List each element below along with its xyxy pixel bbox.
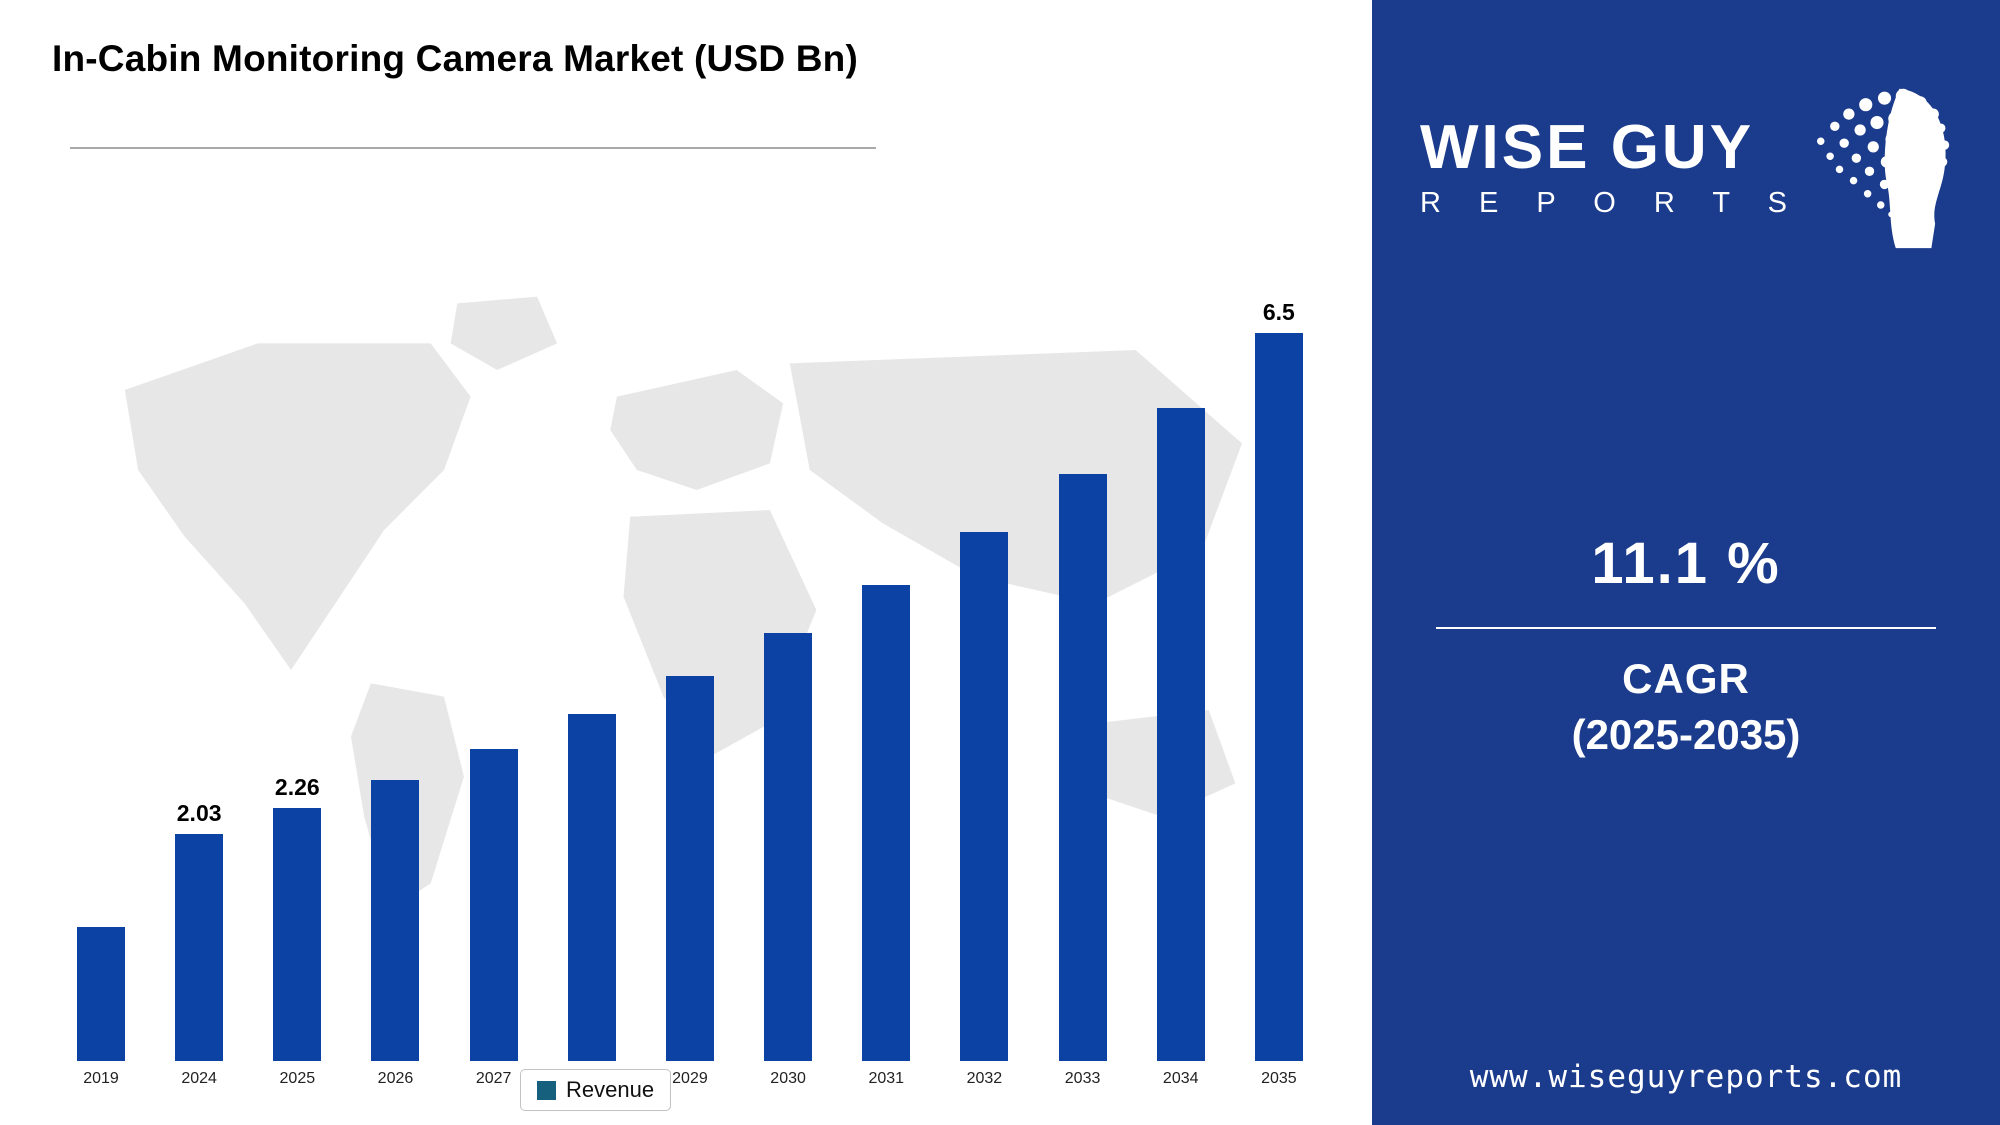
bar-column: 2027 [468, 295, 520, 1090]
x-axis-label: 2027 [475, 1070, 512, 1087]
revenue-bar [1058, 474, 1107, 1061]
revenue-bar [665, 676, 714, 1061]
legend: Revenue [520, 1069, 672, 1111]
bar-column: 2.03 2024 [173, 295, 225, 1090]
title-divider [70, 147, 876, 149]
revenue-bar [862, 585, 911, 1061]
bar-column: 2030 [762, 295, 814, 1090]
logo-line1: WISE GUY [1420, 113, 1755, 183]
bar-value-label: 6.5 [1262, 299, 1295, 325]
x-axis-label: 2025 [279, 1070, 316, 1087]
bar-chart: 2019 2.03 2024 2.26 2025 2026 2027 2028 2029 2030… [75, 295, 1305, 1090]
revenue-bar [273, 808, 322, 1061]
legend-label: Revenue [566, 1077, 655, 1102]
revenue-bar [764, 633, 813, 1061]
logo-line2: R E P O R T S [1420, 186, 1802, 219]
world-map-background [124, 296, 1242, 910]
website-url: www.wiseguyreports.com [1469, 1059, 1903, 1095]
logo-head-icon [1816, 88, 1950, 249]
x-axis-label: 2019 [83, 1070, 119, 1087]
bar-column: 2033 [1057, 295, 1109, 1090]
logo-text: WISE GUY R E P O R T S [1420, 115, 1802, 219]
x-axis-label: 2033 [1064, 1070, 1101, 1087]
revenue-bar [371, 780, 420, 1061]
x-axis-label: 2030 [770, 1070, 806, 1087]
cagr-period: (2025-2035) [1571, 711, 1801, 758]
cagr-block: 11.1 % CAGR (2025-2035) [1372, 530, 2000, 759]
revenue-bar [1254, 333, 1303, 1061]
bar-column: 2031 [860, 295, 912, 1090]
sidebar: WISE GUY R E P O R T S [1372, 0, 2000, 1125]
x-axis-label: 2026 [377, 1070, 414, 1087]
revenue-bar [1156, 408, 1205, 1061]
revenue-bar [567, 714, 616, 1061]
cagr-label: CAGR [1622, 655, 1750, 702]
revenue-bar [77, 927, 125, 1061]
x-axis-label: 2024 [181, 1070, 217, 1087]
bar-column: 2032 [958, 295, 1010, 1090]
bar-column: 6.5 2035 [1253, 295, 1305, 1090]
x-axis-label: 2032 [966, 1070, 1003, 1087]
revenue-bar [960, 532, 1009, 1061]
cagr-divider [1436, 627, 1936, 629]
x-axis-label: 2035 [1261, 1070, 1297, 1087]
cagr-value: 11.1 % [1591, 531, 1781, 596]
bar-column: 2034 [1155, 295, 1207, 1090]
chart-title: In-Cabin Monitoring Camera Market (USD B… [52, 38, 858, 79]
bar-value-label: 2.26 [274, 774, 320, 800]
revenue-bar [469, 749, 518, 1061]
x-axis-label: 2034 [1162, 1070, 1199, 1087]
x-axis-label: 2029 [672, 1070, 708, 1087]
bar-column: 2029 [664, 295, 716, 1090]
revenue-bar [175, 834, 224, 1061]
legend-swatch [537, 1080, 556, 1100]
bar-column: 2.26 2025 [271, 295, 323, 1090]
bar-value-label: 2.03 [176, 800, 222, 826]
bar-column: 2028 [566, 295, 618, 1090]
chart-panel: In-Cabin Monitoring Camera Market (USD B… [52, 38, 1305, 1111]
bar-column: 2019 [75, 295, 127, 1090]
bar-column: 2026 [369, 295, 421, 1090]
x-axis-label: 2031 [868, 1070, 905, 1087]
wise-guy-logo: WISE GUY R E P O R T S [1372, 80, 2000, 255]
